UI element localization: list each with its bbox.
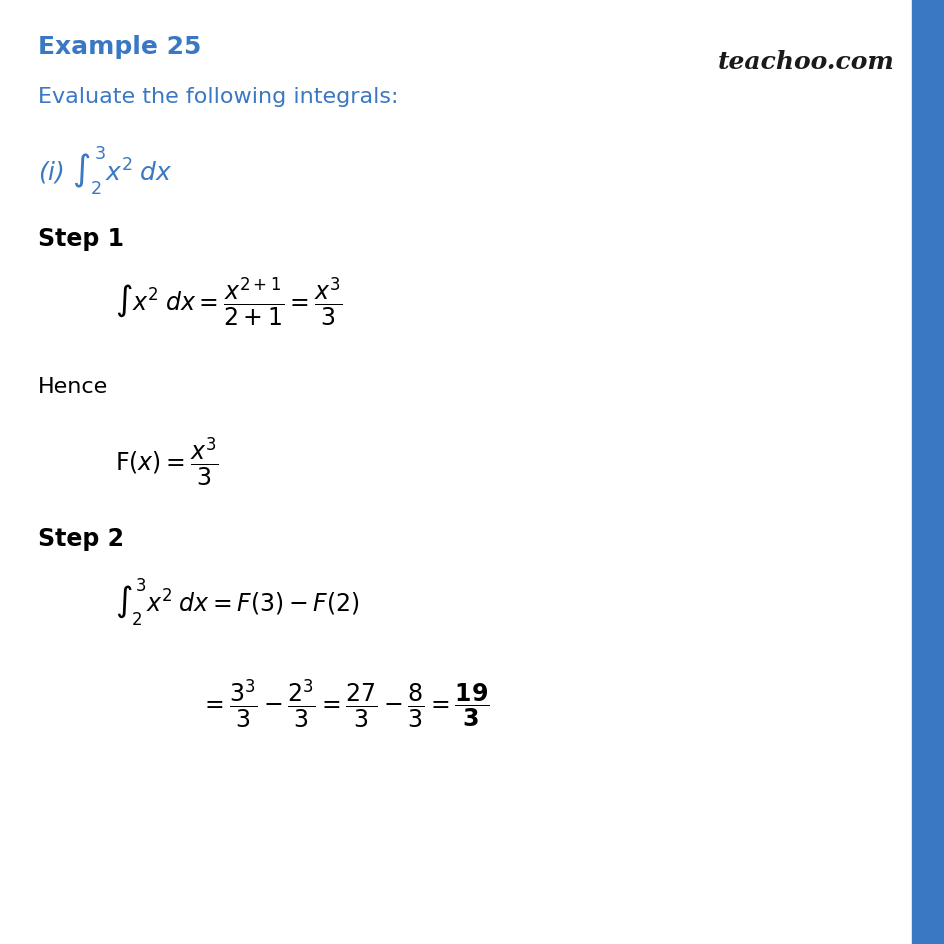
Text: Step 1: Step 1 — [38, 227, 124, 251]
Text: $\int_2^3 x^2\;dx = F(3) - F(2)$: $\int_2^3 x^2\;dx = F(3) - F(2)$ — [115, 577, 360, 628]
Text: Hence: Hence — [38, 377, 109, 396]
Text: Example 25: Example 25 — [38, 35, 201, 59]
Text: Evaluate the following integrals:: Evaluate the following integrals: — [38, 87, 398, 107]
Bar — [911, 0, 944, 944]
Text: $\mathrm{F}(x) = \dfrac{x^3}{3}$: $\mathrm{F}(x) = \dfrac{x^3}{3}$ — [115, 434, 218, 487]
Text: Step 2: Step 2 — [38, 527, 124, 550]
Text: $= \dfrac{3^3}{3} - \dfrac{2^3}{3} = \dfrac{27}{3} - \dfrac{8}{3} = \mathbf{\dfr: $= \dfrac{3^3}{3} - \dfrac{2^3}{3} = \df… — [200, 676, 489, 729]
Text: teachoo.com: teachoo.com — [717, 50, 894, 74]
Text: $\int x^2\;dx = \dfrac{x^{2+1}}{2+1} = \dfrac{x^3}{3}$: $\int x^2\;dx = \dfrac{x^{2+1}}{2+1} = \… — [115, 275, 342, 328]
Text: (i) $\int_2^3 x^2\;dx$: (i) $\int_2^3 x^2\;dx$ — [38, 144, 173, 197]
